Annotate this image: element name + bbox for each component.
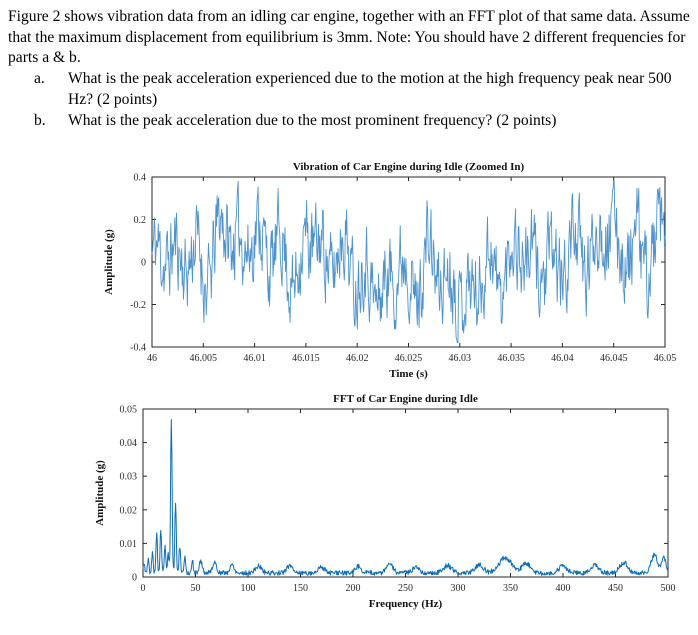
problem-statement: Figure 2 shows vibration data from an id…: [8, 8, 690, 67]
vibration-signal-line: [151, 181, 666, 344]
x-tick-label: 46.02: [346, 353, 369, 364]
x-tick-label: 450: [608, 583, 623, 594]
x-axis-label: Frequency (Hz): [369, 598, 443, 610]
chart-title: FFT of Car Engine during Idle: [333, 393, 478, 405]
x-tick-label: 46.045: [600, 353, 628, 364]
y-tick-label: 0.01: [120, 539, 138, 550]
fft-spectrum-line: [142, 419, 669, 577]
y-tick-label: 0.2: [134, 215, 147, 226]
x-tick-label: 250: [398, 583, 413, 594]
y-tick-label: 0.03: [120, 472, 138, 483]
y-tick-label: 0: [141, 258, 146, 269]
x-axis-label: Time (s): [389, 368, 428, 380]
x-tick-label: 46.035: [497, 353, 525, 364]
x-tick-label: 46.025: [395, 353, 423, 364]
x-tick-label: 350: [503, 583, 518, 594]
chart-title: Vibration of Car Engine during Idle (Zoo…: [293, 161, 525, 173]
y-axis-label: Amplitude (g): [94, 460, 106, 526]
x-tick-label: 46.03: [449, 353, 472, 364]
x-tick-label: 46.04: [551, 353, 574, 364]
x-tick-label: 46.01: [243, 353, 266, 364]
fft-spectrum-chart: 0 50 100 150 200 250 300 350 400 450 500 0 0.01 0.02 0…: [94, 393, 676, 610]
x-tick-label: 200: [346, 583, 361, 594]
vibration-time-series-chart: 46 46.005 46.01 46.015 46.02 46.025 46.03 46.03…: [103, 161, 677, 380]
x-tick-label: 100: [241, 583, 256, 594]
part-a-text: What is the peak acceleration experience…: [68, 70, 672, 108]
x-tick-label: 46.05: [654, 353, 677, 364]
y-tick-label: -0.2: [130, 300, 146, 311]
y-tick-label: 0.02: [120, 506, 138, 517]
problem-block: Figure 2 shows vibration data from an id…: [0, 0, 698, 131]
x-tick-label: 300: [451, 583, 466, 594]
y-tick-label: 0.05: [120, 405, 138, 416]
y-tick-label: -0.4: [130, 343, 146, 354]
x-tick-label: 400: [556, 583, 571, 594]
x-tick-label: 0: [141, 583, 146, 594]
y-tick-label: 0.4: [134, 173, 147, 184]
figure-2: 46 46.005 46.01 46.015 46.02 46.025 46.03 46.03…: [0, 155, 698, 621]
x-tick-label: 500: [661, 583, 676, 594]
x-tick-label: 150: [293, 583, 308, 594]
x-tick-label: 46.015: [292, 353, 320, 364]
question-part-b: b. What is the peak acceleration due to …: [34, 111, 692, 132]
x-tick-label: 46: [147, 353, 157, 364]
y-tick-label: 0.04: [120, 439, 138, 450]
x-tick-label: 50: [191, 583, 201, 594]
y-tick-label: 0: [132, 573, 137, 584]
part-b-text: What is the peak acceleration due to the…: [68, 111, 557, 129]
part-a-label: a.: [34, 70, 45, 88]
part-b-label: b.: [34, 111, 46, 129]
x-tick-label: 46.005: [190, 353, 218, 364]
question-part-a: a. What is the peak acceleration experie…: [34, 69, 692, 110]
plot-box: [142, 408, 669, 578]
y-axis-label: Amplitude (g): [103, 229, 115, 295]
